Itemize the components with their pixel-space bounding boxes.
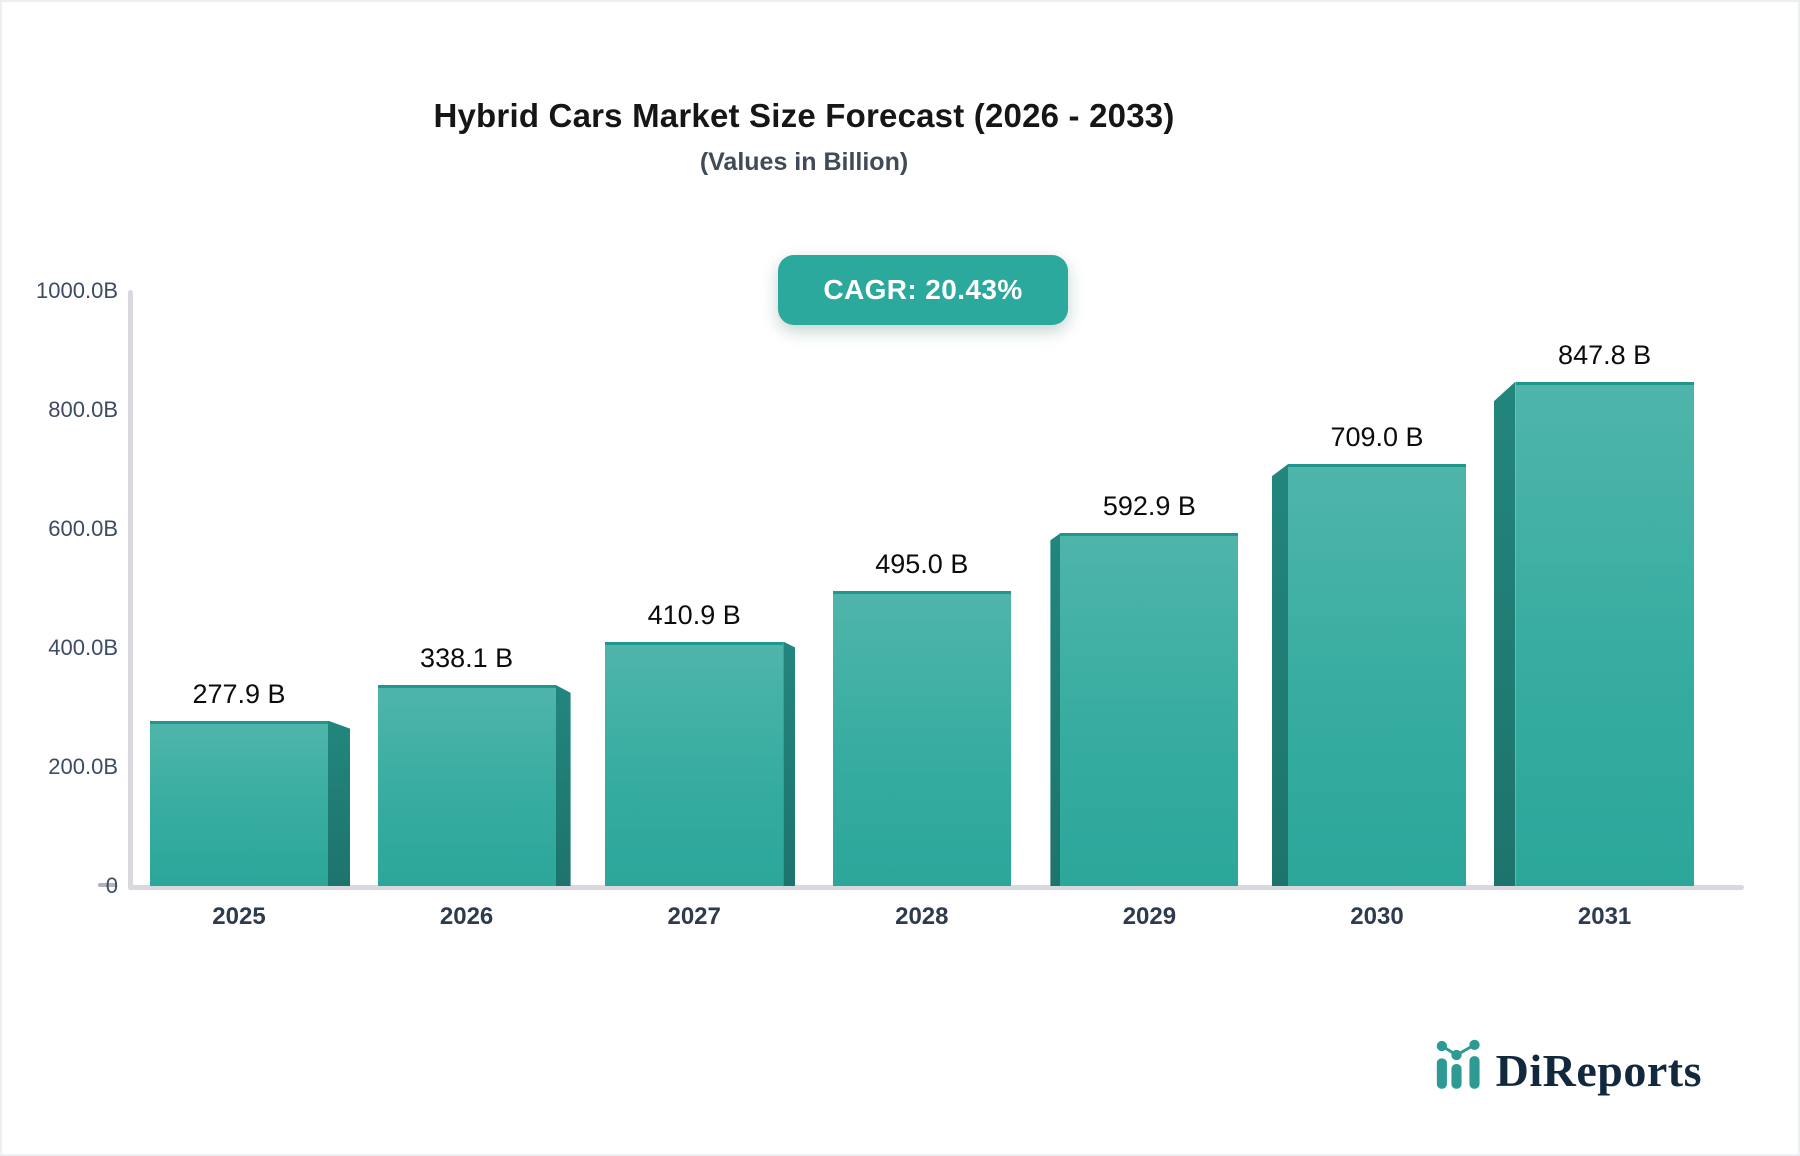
bar-2029 (1060, 533, 1239, 886)
x-tick-label-2027: 2027 (667, 903, 721, 930)
bar-3d-side (1050, 533, 1061, 886)
bar-3d-side (328, 720, 350, 886)
x-axis-line (128, 885, 1744, 890)
bar-3d-side (783, 641, 796, 886)
bar-value-label: 592.9 B (1102, 491, 1196, 522)
y-tick-label: 600.0B (48, 516, 118, 541)
y-axis-line (128, 290, 133, 890)
brand-logo: DiReports (1434, 1038, 1702, 1094)
x-tick-label-2031: 2031 (1577, 903, 1632, 930)
y-tick-label: 1000.0B (36, 278, 118, 303)
bar-3d-side (1493, 381, 1516, 886)
bar-2025 (150, 720, 328, 886)
x-tick-label-2025: 2025 (212, 903, 266, 930)
bar-value-label: 410.9 B (647, 599, 741, 630)
cagr-badge: CAGR: 20.43% (778, 255, 1068, 325)
bar-2030 (1288, 464, 1466, 886)
brand-name: DiReports (1495, 1045, 1702, 1096)
brand-bar-chart-icon (1436, 1039, 1480, 1089)
chart-subtitle: (Values in Billion) (699, 148, 909, 176)
zero-tick-mark (98, 883, 117, 887)
bar-value-label: 495.0 B (875, 549, 969, 580)
bar-2027 (605, 641, 784, 886)
bar-value-label: 277.9 B (192, 678, 286, 709)
x-tick-label-2028: 2028 (895, 903, 949, 930)
x-tick-label-2026: 2026 (439, 903, 494, 930)
y-tick-label: 800.0B (48, 397, 118, 422)
x-tick-label-2029: 2029 (1122, 903, 1177, 930)
bar-value-label: 338.1 B (420, 642, 514, 673)
y-tick-label: 0 (105, 873, 118, 898)
cagr-badge-label: CAGR: 20.43% (823, 274, 1023, 305)
x-tick-label-2030: 2030 (1350, 903, 1404, 930)
bar-value-label: 709.0 B (1330, 422, 1424, 453)
bar-3d-side (555, 684, 571, 886)
bar-value-label: 847.8 B (1558, 339, 1652, 370)
bar-2031 (1515, 381, 1694, 886)
y-tick-label: 200.0B (48, 754, 118, 779)
bar-3d-side (1272, 464, 1288, 886)
y-tick-label: 400.0B (48, 635, 118, 660)
bar-2026 (377, 684, 556, 886)
bar-2028 (832, 591, 1011, 886)
chart-title: Hybrid Cars Market Size Forecast (2026 -… (433, 97, 1175, 134)
